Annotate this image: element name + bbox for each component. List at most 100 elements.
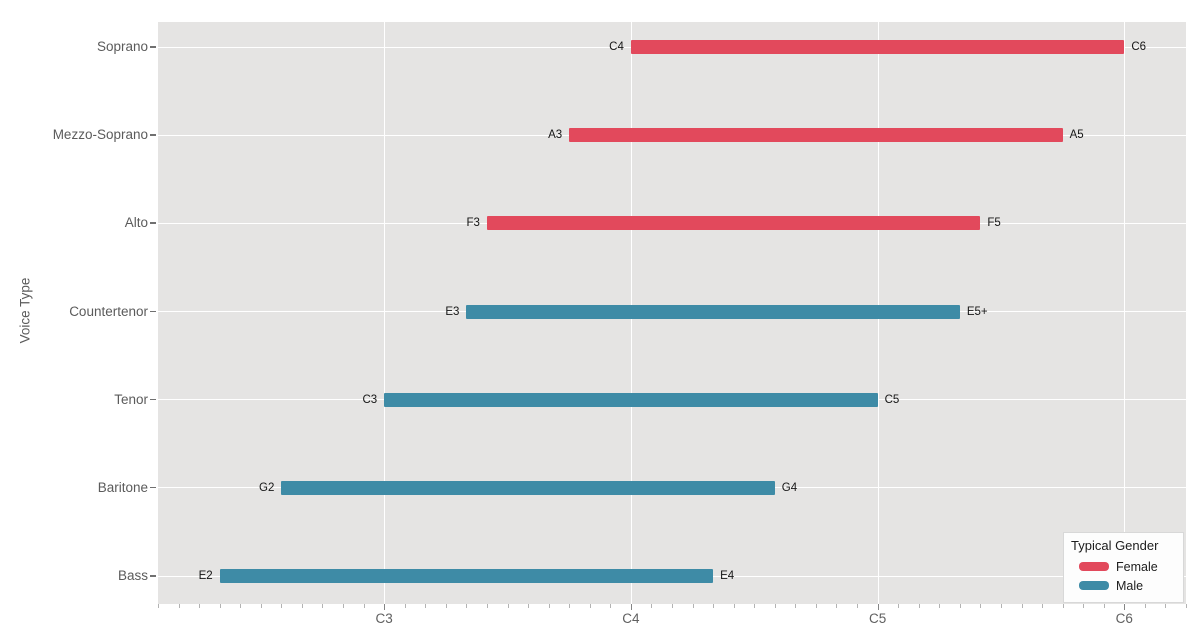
x-axis-minor-tick xyxy=(363,604,365,608)
y-axis-tick xyxy=(150,310,156,312)
x-axis-major-tick xyxy=(384,604,386,610)
x-gridline xyxy=(384,22,386,604)
x-axis-minor-tick xyxy=(1103,604,1105,608)
x-gridline xyxy=(1124,22,1126,604)
y-axis-label: Bass xyxy=(117,568,148,584)
y-axis-tick xyxy=(150,46,156,48)
y-axis-label: Baritone xyxy=(97,479,148,495)
range-start-label: A3 xyxy=(548,129,563,142)
y-axis-label: Mezzo-Soprano xyxy=(52,127,148,143)
range-bar xyxy=(384,392,878,407)
x-axis-minor-tick xyxy=(466,604,468,608)
y-axis-label: Alto xyxy=(124,215,148,231)
x-axis-tick-label: C6 xyxy=(1115,611,1133,626)
y-axis-label: Soprano xyxy=(96,39,148,54)
legend-swatch-icon xyxy=(1079,562,1109,571)
x-axis-minor-tick xyxy=(1165,604,1167,608)
range-start-label: F3 xyxy=(466,217,480,230)
x-axis-minor-tick xyxy=(959,604,961,608)
x-axis-minor-tick xyxy=(1000,604,1002,608)
range-start-label: E3 xyxy=(445,305,460,318)
legend-title: Typical Gender xyxy=(1071,538,1159,553)
y-axis-tick xyxy=(150,134,156,136)
x-axis-minor-tick xyxy=(857,604,859,608)
x-axis-minor-tick xyxy=(158,604,159,608)
y-axis-tick xyxy=(150,222,156,224)
x-axis-minor-tick xyxy=(199,604,201,608)
range-end-label: C5 xyxy=(884,393,900,406)
x-axis-minor-tick xyxy=(713,604,715,608)
y-axis-tick xyxy=(150,486,156,489)
x-axis-minor-tick xyxy=(1144,604,1146,608)
x-axis-minor-tick xyxy=(1042,604,1044,608)
range-end-label: G4 xyxy=(781,481,798,494)
x-axis-minor-tick xyxy=(178,604,180,608)
x-axis-minor-tick xyxy=(1021,604,1023,608)
legend-label: Male xyxy=(1116,578,1144,593)
range-bar xyxy=(569,128,1063,143)
range-start-label: G2 xyxy=(259,481,275,494)
x-axis-minor-tick xyxy=(795,604,797,608)
x-axis-minor-tick xyxy=(240,604,242,608)
x-axis-minor-tick xyxy=(980,604,982,608)
range-start-label: C4 xyxy=(609,41,624,53)
x-axis-minor-tick xyxy=(1062,604,1064,608)
x-axis-minor-tick xyxy=(281,604,283,608)
x-axis-minor-tick xyxy=(836,604,838,608)
x-axis-minor-tick xyxy=(507,604,509,608)
x-axis-minor-tick xyxy=(445,604,447,608)
x-axis-minor-tick xyxy=(589,604,591,608)
range-bar xyxy=(466,304,960,319)
x-axis-minor-tick xyxy=(918,604,920,608)
range-end-label: E5+ xyxy=(966,305,988,318)
x-axis-minor-tick xyxy=(219,604,221,608)
range-bar xyxy=(486,216,981,231)
x-axis-minor-tick xyxy=(1083,604,1085,608)
range-bar xyxy=(219,569,714,584)
range-end-label: A5 xyxy=(1069,129,1084,142)
range-bar xyxy=(281,480,775,495)
y-axis-tick xyxy=(150,575,156,577)
x-axis-minor-tick xyxy=(754,604,756,608)
x-axis-major-tick xyxy=(877,604,879,610)
range-end-label: F5 xyxy=(987,217,1001,230)
x-axis-minor-tick xyxy=(486,604,488,608)
legend-label: Female xyxy=(1116,559,1158,574)
x-axis-minor-tick xyxy=(301,604,303,608)
x-axis-minor-tick xyxy=(404,604,406,608)
x-axis-minor-tick xyxy=(610,604,612,608)
x-axis-minor-tick xyxy=(569,604,571,608)
legend-item-male: Male xyxy=(1071,576,1177,595)
x-axis-major-tick xyxy=(1124,604,1126,610)
x-axis-minor-tick xyxy=(548,604,550,608)
x-axis-minor-tick xyxy=(898,604,900,608)
range-end-label: E4 xyxy=(720,570,735,583)
legend-swatch-icon xyxy=(1079,581,1109,590)
legend-items: Female Male xyxy=(1071,557,1177,595)
x-axis-minor-tick xyxy=(322,604,324,608)
y-axis-label: Tenor xyxy=(114,391,148,407)
legend-item-female: Female xyxy=(1071,557,1177,576)
x-axis-tick-label: C3 xyxy=(375,611,393,626)
x-axis-tick-label: C5 xyxy=(868,611,887,626)
x-axis-minor-tick xyxy=(528,604,530,608)
legend: Typical Gender Female Male xyxy=(1063,532,1184,603)
x-axis-minor-tick xyxy=(425,604,427,608)
x-axis-minor-tick xyxy=(672,604,673,608)
range-end-label: C6 xyxy=(1131,41,1147,53)
x-axis-tick-label: C4 xyxy=(622,611,640,626)
x-axis-minor-tick xyxy=(1186,604,1187,608)
x-axis-minor-tick xyxy=(939,604,941,608)
x-axis-minor-tick xyxy=(733,604,735,608)
x-axis-major-tick xyxy=(630,604,632,610)
x-axis-minor-tick xyxy=(692,604,694,608)
range-bar xyxy=(630,40,1125,54)
x-axis-minor-tick xyxy=(260,604,262,608)
x-axis-minor-tick xyxy=(815,604,817,608)
x-axis-minor-tick xyxy=(774,604,776,608)
range-start-label: E2 xyxy=(198,570,213,583)
y-axis-tick xyxy=(150,398,156,401)
y-axis-label: Countertenor xyxy=(69,303,148,319)
x-axis-minor-tick xyxy=(651,604,653,608)
